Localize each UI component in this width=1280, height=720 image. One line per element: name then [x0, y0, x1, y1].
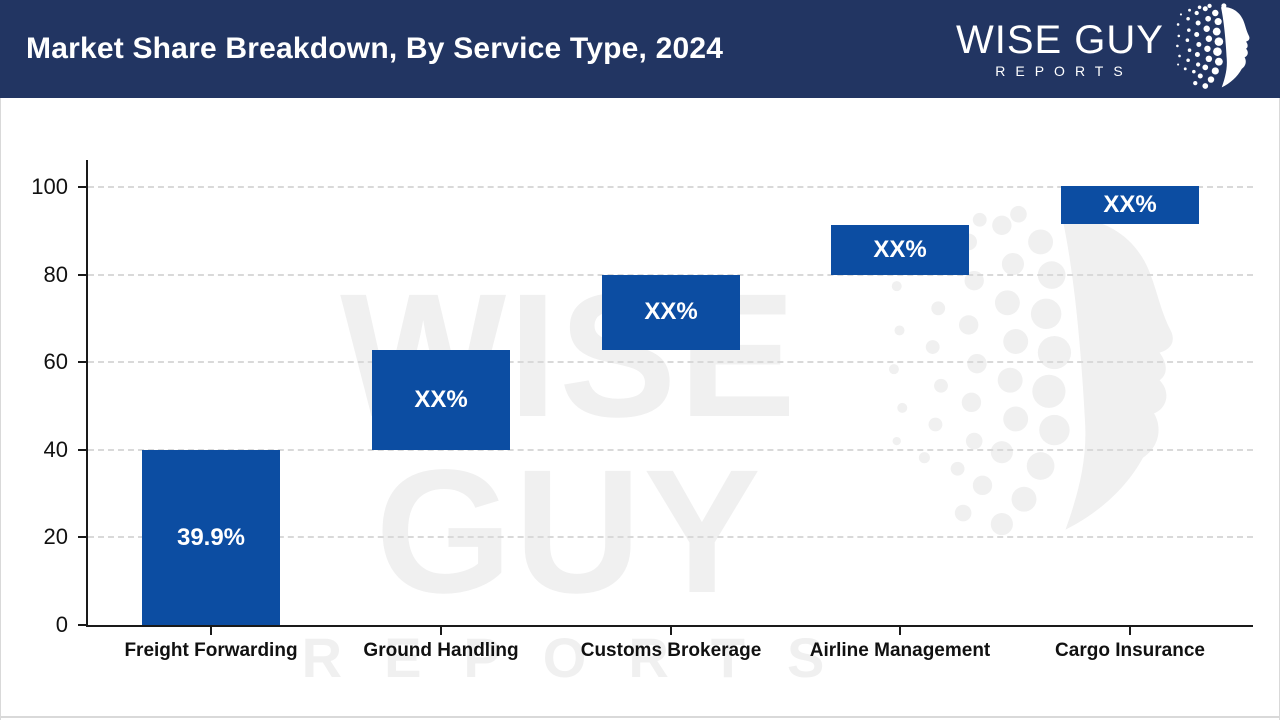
- x-axis-line: [86, 625, 1253, 627]
- y-tick: [78, 448, 86, 451]
- y-tick-label: 80: [43, 261, 68, 287]
- x-category-label: Airline Management: [809, 640, 991, 661]
- brand-logo: WISE GUY REPORTS: [956, 2, 1254, 96]
- bar-value-label: XX%: [1103, 190, 1157, 218]
- bar-value-label: XX%: [414, 386, 468, 414]
- chart-title: Market Share Breakdown, By Service Type,…: [26, 32, 724, 65]
- brand-subtitle: REPORTS: [995, 63, 1133, 79]
- gridline: [88, 361, 1253, 364]
- x-category-label: Cargo Insurance: [1055, 640, 1205, 661]
- bar-segment: [602, 274, 740, 350]
- x-tick: [899, 627, 901, 635]
- bar-value-label: XX%: [644, 298, 698, 326]
- bar-value-label: 39.9%: [176, 523, 246, 551]
- y-axis-line: [86, 160, 88, 627]
- y-tick-label: 0: [55, 612, 68, 637]
- header-bar: Market Share Breakdown, By Service Type,…: [0, 0, 1280, 98]
- brand-face-icon: [1176, 2, 1250, 89]
- y-tick-label: 20: [43, 524, 68, 550]
- brand-logo-text: WISE GUY REPORTS: [956, 20, 1164, 78]
- y-tick: [78, 273, 86, 276]
- x-tick: [210, 627, 212, 635]
- gridline: [88, 448, 1253, 451]
- x-category-label: Freight Forwarding: [124, 640, 298, 661]
- brand-name: WISE GUY: [955, 18, 1164, 62]
- gridline: [88, 186, 1253, 188]
- bar-value-label: XX%: [873, 235, 927, 263]
- y-tick-label: 60: [43, 349, 68, 375]
- x-tick: [1129, 627, 1131, 635]
- x-category-label: Customs Brokerage: [580, 640, 762, 661]
- gridline: [88, 536, 1253, 539]
- bar-segment: [372, 350, 510, 450]
- x-tick: [670, 627, 672, 635]
- bar-segment: [142, 450, 280, 625]
- x-category-label: Ground Handling: [363, 640, 519, 661]
- y-tick: [78, 624, 86, 626]
- y-tick: [78, 186, 86, 188]
- x-tick: [440, 627, 442, 635]
- y-tick-label: 100: [31, 174, 68, 199]
- y-tick: [78, 536, 86, 539]
- y-tick: [78, 361, 86, 364]
- y-tick-label: 40: [43, 436, 68, 462]
